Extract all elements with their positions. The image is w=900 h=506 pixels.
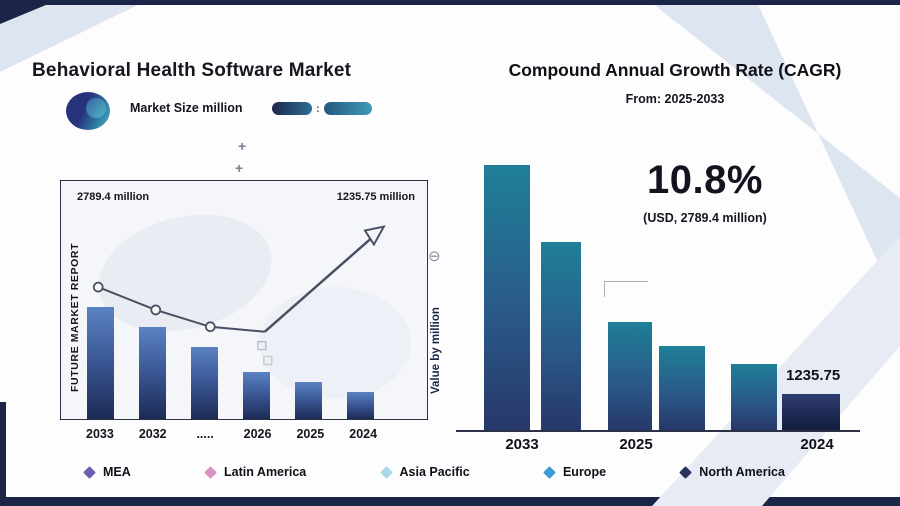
legend-item-mea: MEA <box>83 465 131 479</box>
pill-shape-icon <box>323 102 372 115</box>
start-value-label: 2789.4 million <box>77 191 150 203</box>
plus-decoration-icon: + <box>235 160 244 176</box>
cagr-x-tick-label: 2033 <box>505 436 539 453</box>
end-value-label: 1235.75 million <box>336 191 415 203</box>
market-x-tick-label: 2032 <box>138 427 167 441</box>
legend-diamond-icon <box>204 465 217 479</box>
cagr-bar-3 <box>608 322 652 431</box>
cagr-bar-4 <box>659 346 705 431</box>
legend-item-europe: Europe <box>543 465 607 479</box>
trend-arrow-graphic <box>92 225 386 366</box>
trend-marker-dot <box>150 304 162 316</box>
plus-decoration-icon: + <box>238 138 247 154</box>
cagr-bar-1 <box>484 165 530 431</box>
legend-diamond-icon <box>379 465 393 479</box>
growth-arrow-head <box>363 225 386 247</box>
market-size-bars <box>87 307 374 419</box>
step-bracket-decoration <box>604 281 648 297</box>
market-x-tick-label: 2033 <box>86 427 114 441</box>
legend-label: Asia Pacific <box>399 465 470 479</box>
square-decoration <box>257 340 267 351</box>
minus-circle-icon: ⊖ <box>428 248 441 265</box>
legend-label: Latin America <box>224 465 307 479</box>
market-x-tick-label: ..... <box>196 427 214 441</box>
market-size-x-axis: 2033 2032..... 2026 2025 2024 <box>86 427 378 441</box>
right-y-axis-label: Value by million <box>430 307 442 395</box>
value-callout: 1235.75 <box>786 367 841 384</box>
cagr-bar-2 <box>541 242 581 431</box>
legend-diamond-icon <box>83 465 96 479</box>
cagr-chart <box>455 160 860 431</box>
left-chart-title: Behavioral Health Software Market <box>32 60 352 81</box>
pill-separator: : <box>316 102 320 115</box>
cagr-bar-6 <box>782 394 840 431</box>
market-size-bar-6 <box>347 392 374 419</box>
legend-label: Europe <box>562 465 607 479</box>
legend-item-asia-pacific: Asia Pacific <box>379 465 470 479</box>
trend-marker-dot <box>92 281 104 293</box>
market-x-tick-label: 2025 <box>296 427 325 441</box>
trend-marker-dot <box>204 321 216 333</box>
legend-label: MEA <box>103 465 131 479</box>
cagr-period-label: From: 2025-2033 <box>625 92 725 106</box>
right-chart-title: Compound Annual Growth Rate (CAGR) <box>508 60 842 80</box>
cagr-bar-5 <box>731 364 777 431</box>
market-size-bar-2 <box>139 327 166 419</box>
cagr-x-tick-label: 2024 <box>800 436 834 453</box>
pill-shape-icon <box>272 102 312 115</box>
legend-item-latin-america: Latin America <box>204 465 307 479</box>
market-x-tick-label: 2026 <box>243 427 272 441</box>
trend-line <box>97 286 265 333</box>
cagr-axis-baseline <box>456 430 860 432</box>
market-size-bar-5 <box>295 382 322 419</box>
square-decoration <box>263 355 273 366</box>
gradient-pill-decoration: : <box>272 102 372 115</box>
market-size-bar-3 <box>191 347 218 419</box>
market-size-chart: 2789.4 million 1235.75 million FUTURE MA… <box>60 180 428 420</box>
legend-label: North America <box>699 465 785 479</box>
legend-item-north-america: North America <box>679 465 785 479</box>
market-size-sphere-icon <box>66 92 110 130</box>
market-size-bar-1 <box>87 307 114 419</box>
legend-diamond-icon <box>679 465 693 479</box>
market-size-bar-4 <box>243 372 270 419</box>
region-legend: MEA Latin America Asia Pacific Europe North … <box>83 465 785 479</box>
cagr-x-tick-label: 2025 <box>619 436 653 453</box>
legend-diamond-icon <box>543 465 556 479</box>
market-x-tick-label: 2024 <box>349 427 378 441</box>
market-size-legend-label: Market Size million <box>130 101 243 115</box>
growth-arrow-shaft <box>264 237 372 333</box>
